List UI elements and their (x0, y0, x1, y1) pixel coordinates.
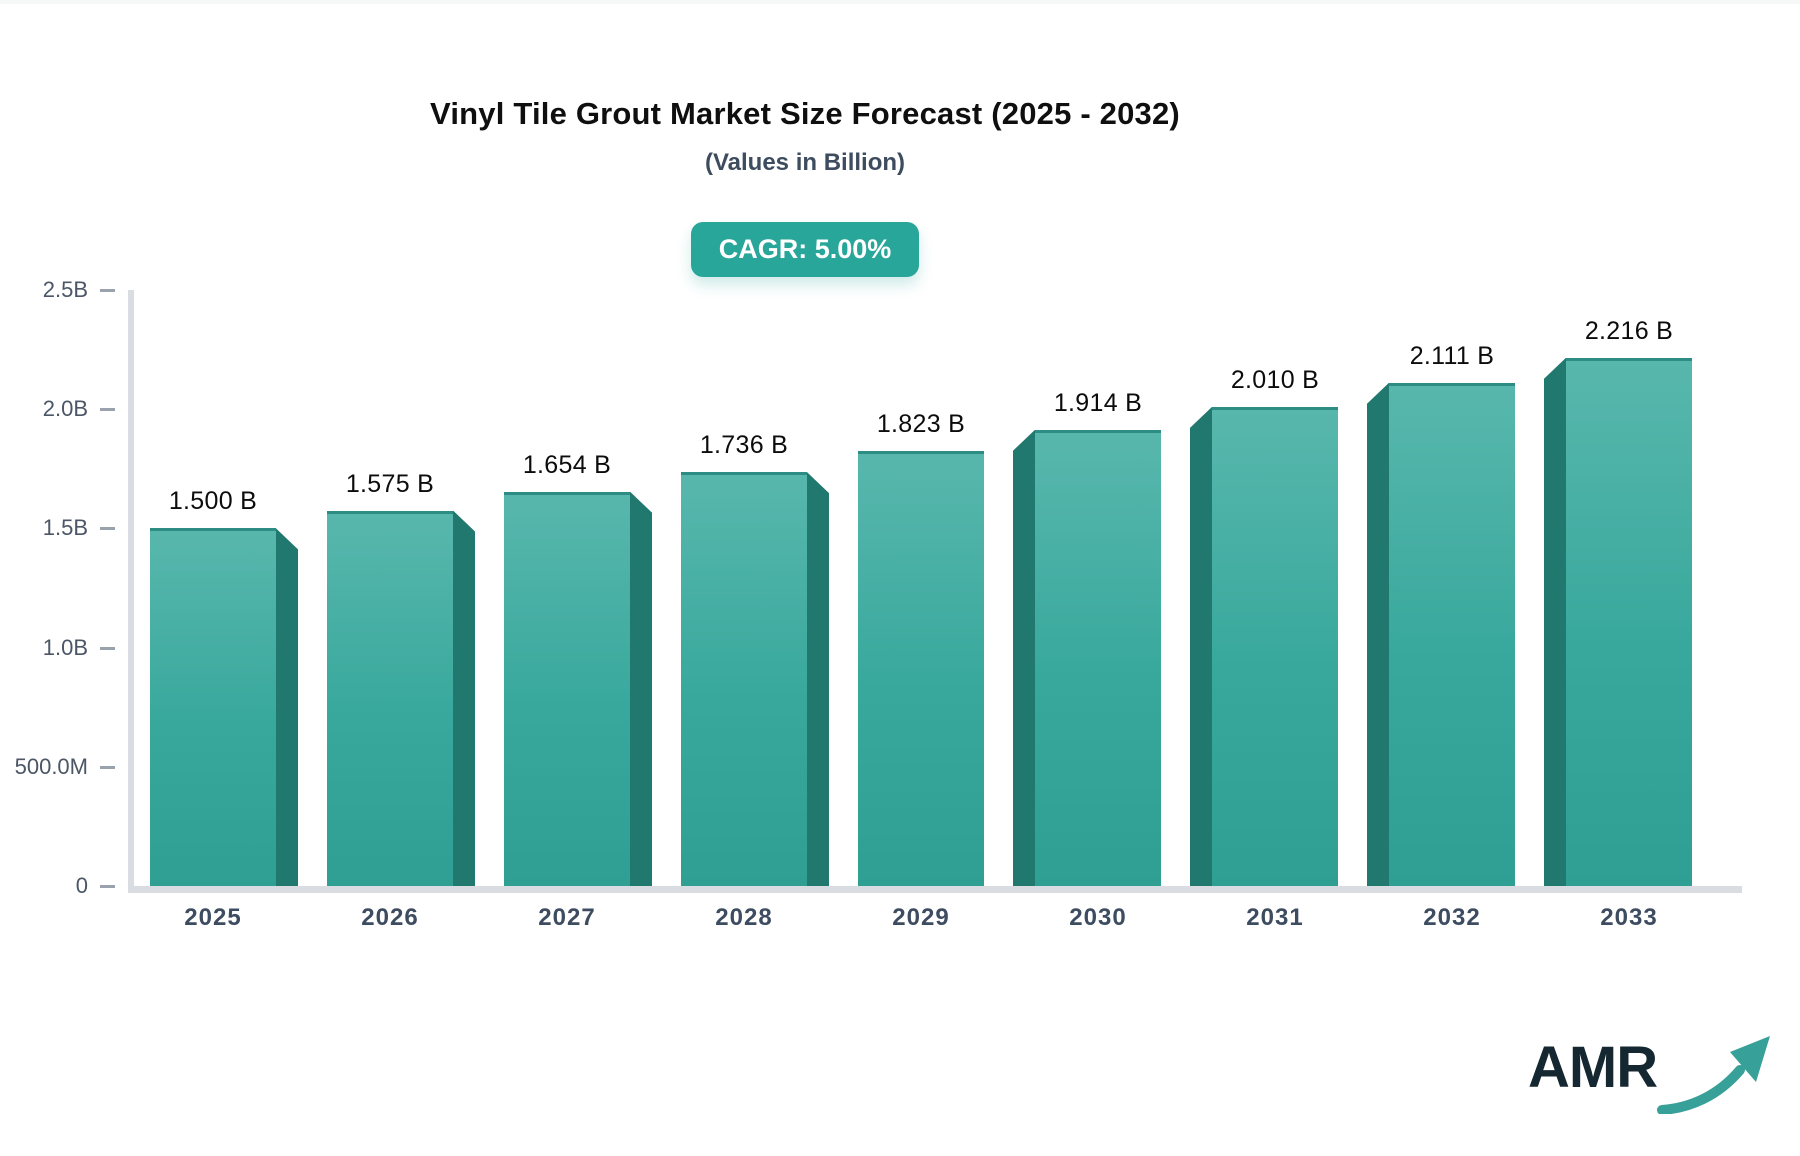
y-tick-label: 2.0B (42, 396, 88, 422)
y-tick-label: 0 (75, 873, 88, 898)
bar-side-face (807, 472, 829, 886)
y-tick-mark (100, 885, 115, 888)
x-axis-label-2032: 2032 (1423, 904, 1481, 931)
x-axis-label-2026: 2026 (361, 904, 419, 931)
x-axis-label-2028: 2028 (715, 904, 773, 931)
bar-value-label: 2.111 B (1409, 341, 1495, 370)
chart-title: Vinyl Tile Grout Market Size Forecast (2… (430, 96, 1180, 131)
x-axis-label-2033: 2033 (1600, 904, 1658, 931)
bar-side-face (1190, 406, 1212, 886)
bar-side-face (1013, 429, 1035, 886)
x-axis-label-2027: 2027 (538, 904, 596, 931)
bar-2033 (1566, 357, 1692, 886)
bar-value-label: 2.216 B (1584, 316, 1674, 345)
amr-logo: AMR (1528, 1034, 1778, 1118)
bar-side-face (1367, 382, 1389, 886)
growth-arrow-icon (1657, 1036, 1770, 1114)
x-axis-label-2029: 2029 (892, 904, 950, 931)
y-tick-mark (100, 408, 115, 412)
bar-2025 (150, 528, 276, 886)
bar-2029 (858, 451, 984, 886)
bar-2028 (681, 472, 807, 886)
y-tick-label: 1.5B (42, 515, 88, 541)
bar-2026 (327, 510, 453, 886)
y-tick-mark (100, 646, 115, 650)
chart-subtitle: (Values in Billion) (704, 149, 906, 176)
y-tick-label: 2.5B (42, 277, 88, 302)
bar-side-face (453, 510, 475, 886)
bar-value-label: 1.914 B (1053, 388, 1143, 417)
amr-logo-text: AMR (1528, 1035, 1658, 1100)
cagr-badge: CAGR: 5.00% (690, 222, 920, 277)
y-tick-mark (100, 527, 115, 531)
y-tick-label: 1.0B (42, 634, 88, 660)
bar-side-face (630, 491, 652, 886)
cagr-badge-row: CAGR: 5.00% (0, 222, 1610, 277)
bar-value-label: 1.736 B (699, 431, 789, 460)
bar-side-face (1544, 357, 1566, 886)
bar-value-label: 2.010 B (1230, 365, 1320, 394)
bar-2032 (1389, 382, 1515, 886)
x-axis-line (128, 886, 1742, 893)
bar-value-label: 1.823 B (876, 410, 966, 439)
bar-value-label: 1.500 B (168, 487, 258, 516)
x-axis-label-2031: 2031 (1246, 904, 1304, 931)
bar-2030 (1035, 429, 1161, 886)
bar-2027 (504, 491, 630, 886)
x-axis-label-2025: 2025 (184, 904, 242, 931)
y-tick-label: 500.0M (14, 753, 88, 779)
y-axis-line (128, 290, 134, 893)
x-axis-label-2030: 2030 (1069, 904, 1127, 931)
bar-value-label: 1.654 B (522, 450, 612, 479)
bar-2031 (1212, 406, 1338, 886)
bar-value-label: 1.575 B (345, 469, 435, 498)
y-tick-mark (100, 765, 115, 769)
top-border-strip (0, 0, 1800, 4)
bar-side-face (276, 528, 298, 886)
y-tick-mark (100, 289, 115, 292)
